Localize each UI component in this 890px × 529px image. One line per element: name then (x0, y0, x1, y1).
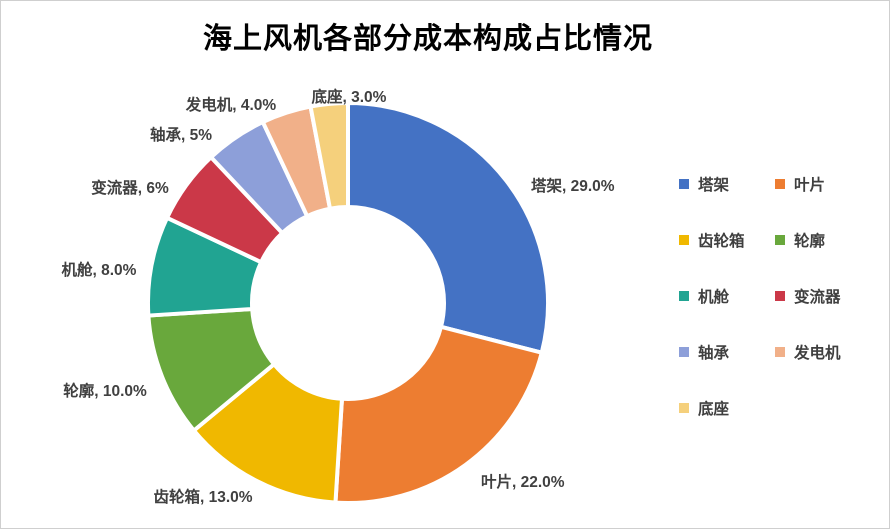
legend-label: 塔架 (698, 177, 730, 194)
legend-item-叶片: 叶片 (775, 167, 879, 201)
legend-swatch-icon (775, 291, 785, 301)
legend-item-变流器: 变流器 (775, 279, 879, 313)
data-label-底座: 底座, 3.0% (312, 87, 387, 106)
legend-label: 机舱 (698, 289, 730, 306)
legend-item-发电机: 发电机 (775, 335, 879, 369)
legend-label: 齿轮箱 (698, 233, 745, 250)
data-label-机舱: 机舱, 8.0% (62, 260, 137, 279)
legend-label: 轴承 (698, 345, 730, 362)
legend-swatch-icon (679, 291, 689, 301)
legend-item-底座: 底座 (679, 391, 775, 425)
legend-swatch-icon (775, 347, 785, 357)
slice-叶片 (333, 324, 544, 506)
legend-label: 变流器 (794, 289, 841, 306)
legend-swatch-icon (679, 235, 689, 245)
slice-底座 (308, 101, 350, 211)
legend-label: 叶片 (794, 177, 826, 194)
data-label-塔架: 塔架, 29.0% (531, 176, 615, 195)
legend-item-塔架: 塔架 (679, 167, 775, 201)
legend-swatch-icon (679, 179, 689, 189)
legend-label: 底座 (698, 401, 730, 418)
legend-label: 发电机 (794, 345, 841, 362)
legend: 塔架 叶片齿轮箱 轮廓机舱 变流器轴承 发电机底座 (679, 167, 879, 425)
legend-swatch-icon (775, 179, 785, 189)
legend-item-机舱: 机舱 (679, 279, 775, 313)
legend-swatch-icon (679, 403, 689, 413)
data-label-叶片: 叶片, 22.0% (481, 472, 565, 491)
data-label-变流器: 变流器, 6% (91, 178, 169, 197)
chart-title: 海上风机各部分成本构成占比情况 (202, 23, 653, 55)
data-label-齿轮箱: 齿轮箱, 13.0% (153, 487, 252, 506)
legend-item-轴承: 轴承 (679, 335, 775, 369)
slice-塔架 (346, 101, 550, 355)
data-label-轴承: 轴承, 5% (150, 125, 212, 144)
legend-swatch-icon (775, 235, 785, 245)
legend-swatch-icon (679, 347, 689, 357)
data-label-发电机: 发电机, 4.0% (185, 95, 277, 114)
legend-item-轮廓: 轮廓 (775, 223, 879, 257)
legend-label: 轮廓 (794, 233, 826, 250)
data-label-轮廓: 轮廓, 10.0% (63, 381, 147, 400)
legend-item-齿轮箱: 齿轮箱 (679, 223, 775, 257)
